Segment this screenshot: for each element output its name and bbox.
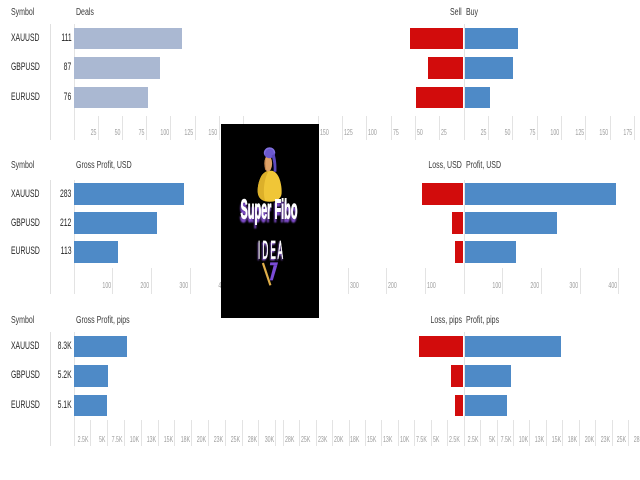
svg-text:I D E A: I D E A — [257, 238, 282, 266]
svg-text:I D E A: I D E A — [258, 237, 283, 265]
svg-text:Super Fibo: Super Fibo — [240, 197, 297, 228]
svg-text:Super Fibo: Super Fibo — [241, 194, 298, 225]
